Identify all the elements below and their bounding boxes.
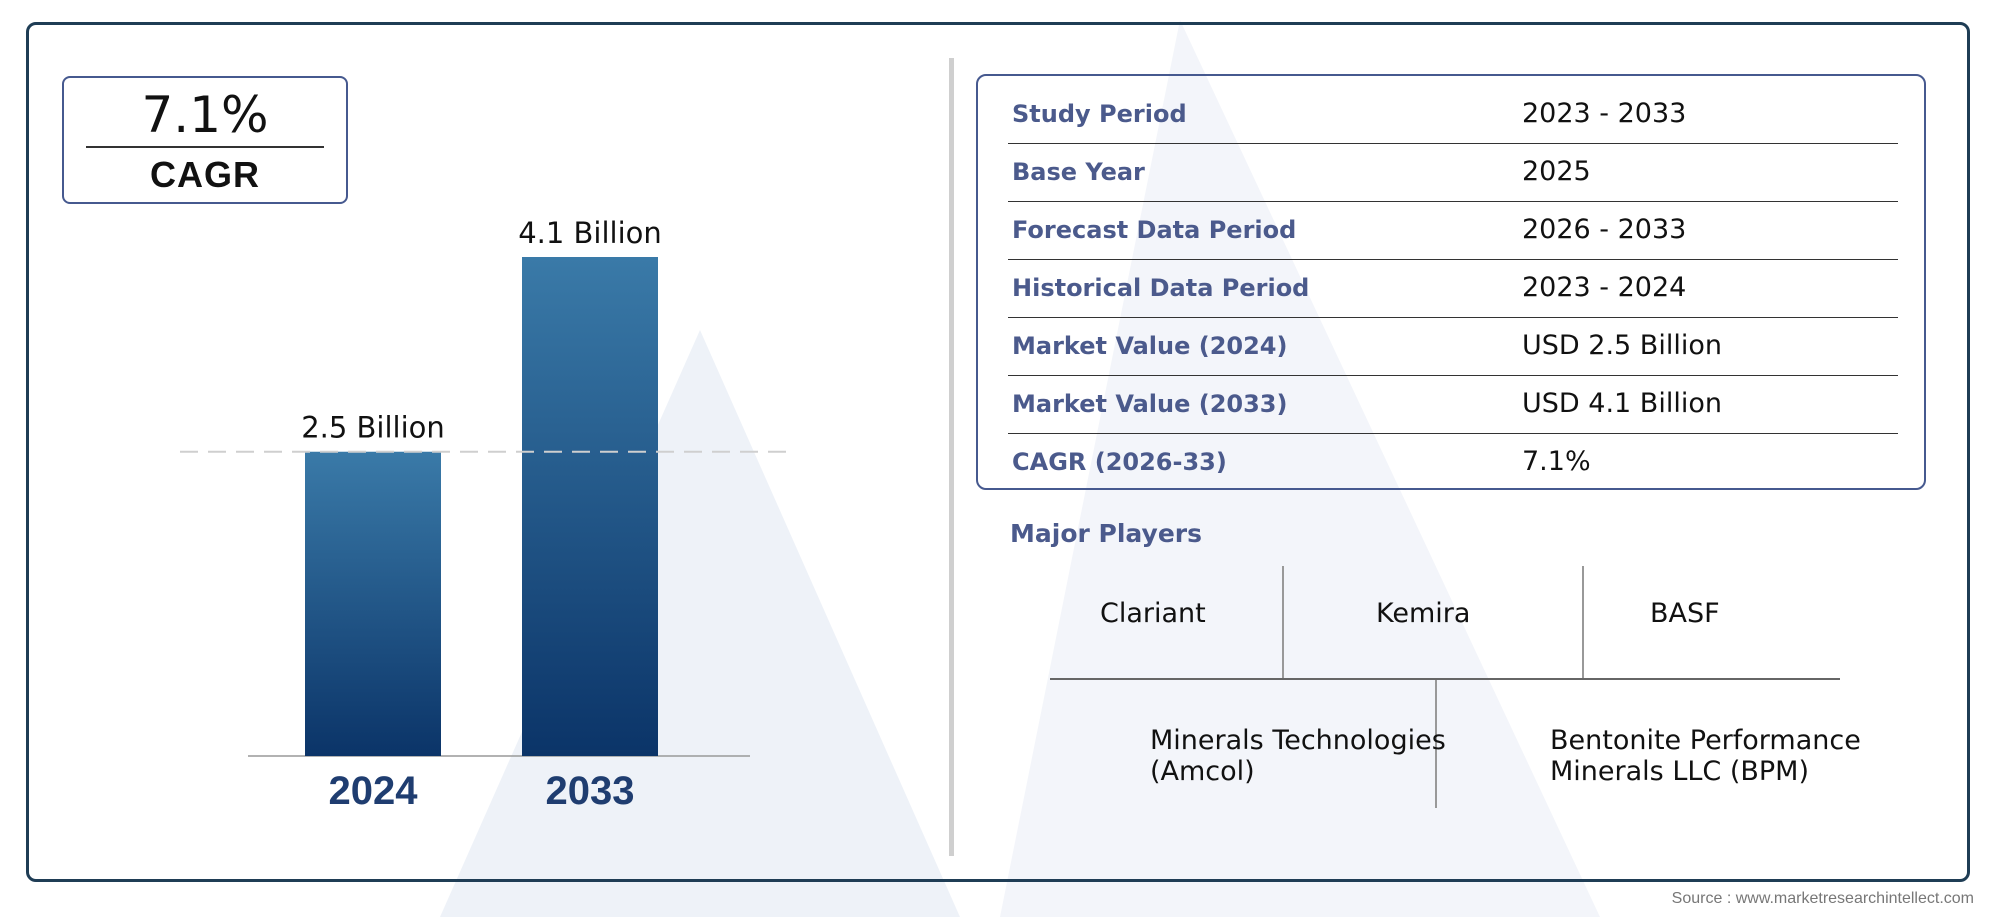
market-summary-table: Study Period 2023 - 2033 Base Year 2025 Fore…: [976, 74, 1926, 490]
player-name-line: Bentonite Performance: [1550, 725, 1861, 756]
table-row: CAGR (2026-33) 7.1%: [1008, 434, 1898, 491]
player-name-line: (Amcol): [1150, 756, 1255, 787]
player-divider-horizontal: [1050, 678, 1840, 680]
table-row: Forecast Data Period 2026 - 2033: [1008, 202, 1898, 260]
player-divider-vertical: [1582, 566, 1584, 678]
player-basf: BASF: [1650, 598, 1720, 629]
table-row-label: CAGR (2026-33): [1012, 448, 1227, 476]
table-row: Market Value (2033) USD 4.1 Billion: [1008, 376, 1898, 434]
table-row-label: Base Year: [1012, 158, 1145, 186]
player-bentonite-performance: Bentonite Performance Minerals LLC (BPM): [1550, 725, 1861, 787]
table-row-value: USD 4.1 Billion: [1522, 388, 1722, 419]
table-row-label: Market Value (2024): [1012, 332, 1288, 360]
section-divider: [949, 58, 954, 856]
table-row-value: USD 2.5 Billion: [1522, 330, 1722, 361]
cagr-summary-box: 7.1% CAGR: [62, 76, 348, 204]
table-row: Base Year 2025: [1008, 144, 1898, 202]
table-row-label: Historical Data Period: [1012, 274, 1310, 302]
player-divider-vertical: [1282, 566, 1284, 678]
player-name-line: Minerals LLC (BPM): [1550, 756, 1810, 787]
table-row-value: 2023 - 2024: [1522, 272, 1687, 303]
bar-2033: [522, 257, 658, 756]
source-credit: Source : www.marketresearchintellect.com: [1671, 890, 1974, 907]
market-value-bar-chart: 2.5 Billion 2024 4.1 Billion 2033: [180, 216, 790, 813]
player-name-line: Minerals Technologies: [1150, 725, 1446, 756]
player-clariant: Clariant: [1100, 598, 1206, 629]
player-kemira: Kemira: [1376, 598, 1471, 629]
infographic-frame: [26, 22, 1970, 882]
table-row: Historical Data Period 2023 - 2024: [1008, 260, 1898, 318]
bar-2024: [305, 451, 441, 756]
table-row-value: 2025: [1522, 156, 1591, 187]
table-row: Study Period 2023 - 2033: [1008, 86, 1898, 144]
cagr-divider: [86, 146, 324, 148]
table-row-label: Study Period: [1012, 100, 1187, 128]
major-players-title: Major Players: [1010, 519, 1202, 548]
cagr-label: CAGR: [150, 154, 260, 195]
table-row-value: 7.1%: [1522, 446, 1591, 477]
table-row-value: 2023 - 2033: [1522, 98, 1687, 129]
category-label-2024: 2024: [329, 769, 419, 813]
player-divider-vertical: [1435, 680, 1437, 808]
table-row-label: Market Value (2033): [1012, 390, 1288, 418]
player-minerals-technologies: Minerals Technologies (Amcol): [1150, 725, 1446, 787]
category-label-2033: 2033: [546, 769, 635, 813]
data-label-2024: 2.5 Billion: [301, 411, 445, 445]
table-row-value: 2026 - 2033: [1522, 214, 1687, 245]
table-row: Market Value (2024) USD 2.5 Billion: [1008, 318, 1898, 376]
cagr-value: 7.1%: [141, 86, 269, 144]
table-row-label: Forecast Data Period: [1012, 216, 1297, 244]
data-label-2033: 4.1 Billion: [518, 216, 662, 250]
